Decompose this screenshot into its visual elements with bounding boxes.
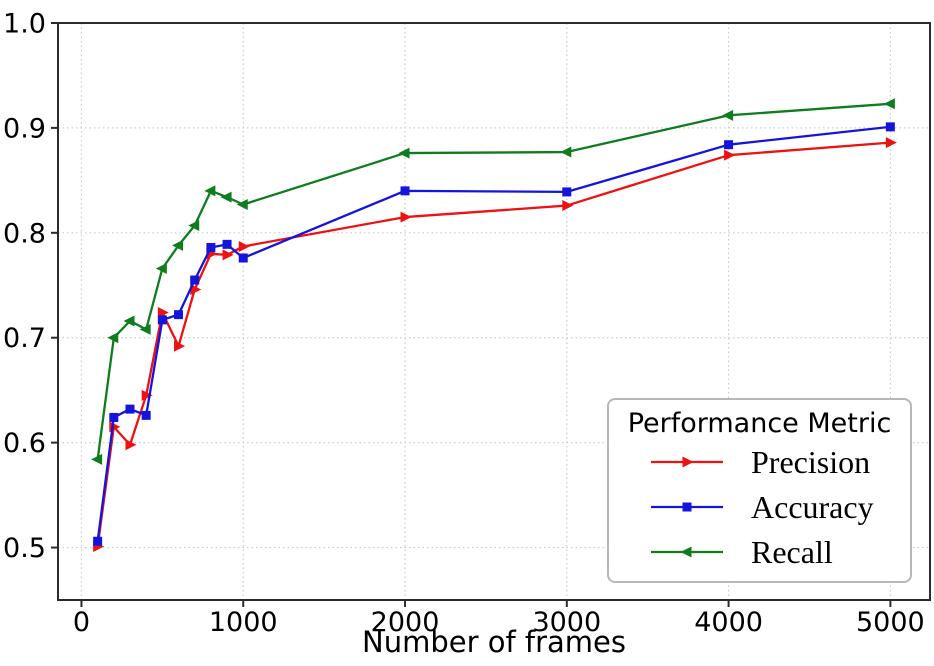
y-tick-label: 0.9 [3, 113, 46, 144]
x-tick-label: 5000 [856, 607, 925, 638]
series-accuracy-marker [562, 187, 572, 197]
series-recall-marker [204, 185, 216, 197]
series-precision-marker [724, 149, 736, 161]
series-recall-marker [398, 147, 410, 159]
series-recall-marker [188, 219, 200, 231]
series-accuracy-marker [141, 410, 151, 420]
series-recall-marker [123, 315, 135, 327]
triangle-left-marker-icon [680, 546, 692, 557]
y-tick-label: 0.8 [3, 218, 46, 249]
legend-sample-recall [651, 546, 723, 557]
series-accuracy-marker [724, 140, 734, 150]
series-accuracy-marker [109, 412, 119, 422]
series-precision-marker [190, 283, 202, 295]
series-recall-marker [560, 146, 572, 158]
series-recall-marker [236, 198, 248, 210]
series-recall-marker [107, 332, 119, 344]
y-tick-label: 0.6 [3, 428, 46, 459]
series-accuracy-marker [157, 315, 167, 325]
legend-sample-accuracy [651, 502, 723, 511]
legend-entry-label: Recall [751, 533, 833, 570]
series-recall-marker [722, 109, 734, 121]
series-recall-marker [220, 191, 232, 203]
x-tick-label: 4000 [694, 607, 763, 638]
series-accuracy-marker [400, 186, 410, 196]
y-tick-label: 0.7 [3, 323, 46, 354]
triangle-right-marker-icon [682, 456, 694, 467]
series-precision-marker [174, 340, 186, 352]
series-accuracy-marker [174, 310, 184, 320]
x-axis-label: Number of frames [362, 625, 626, 659]
series-precision-marker [157, 307, 169, 319]
series-precision-marker [125, 439, 137, 451]
series-recall-marker [883, 98, 895, 110]
series-precision-marker [238, 240, 250, 252]
legend-box: Performance Metric Precision Accuracy Reca… [607, 398, 912, 583]
y-tick-label: 0.5 [3, 533, 46, 564]
legend-entry-recall: Recall [609, 529, 910, 574]
legend-title: Performance Metric [627, 408, 892, 439]
legend-entry-precision: Precision [609, 439, 910, 484]
series-precision-line [96, 141, 891, 547]
series-accuracy-marker [222, 239, 232, 249]
plot-border [57, 22, 931, 601]
series-accuracy-marker [125, 404, 135, 414]
series-accuracy-marker [885, 122, 895, 132]
x-tick-label: 0 [73, 607, 90, 638]
series-accuracy-marker [206, 243, 216, 253]
legend-sample-precision [651, 456, 723, 467]
series-precision-marker [141, 389, 153, 401]
legend-entry-label: Accuracy [751, 488, 874, 525]
x-tick-label: 3000 [532, 607, 601, 638]
series-accuracy-marker [190, 275, 200, 285]
legend-entry-accuracy: Accuracy [609, 484, 910, 529]
series-accuracy-marker [93, 536, 103, 546]
series-precision-marker [400, 211, 412, 223]
y-tick-label: 1.0 [3, 9, 46, 40]
x-tick-label: 1000 [209, 607, 278, 638]
series-recall-marker [155, 262, 167, 274]
series-precision-marker [885, 137, 897, 149]
series-recall-marker [139, 323, 151, 335]
series-precision-marker [562, 200, 574, 212]
series-precision-marker [222, 249, 234, 261]
x-tick-label: 2000 [371, 607, 440, 638]
series-recall-marker [91, 453, 103, 465]
series-accuracy-marker [238, 253, 248, 263]
legend-entry-label: Precision [751, 443, 871, 480]
square-marker-icon [682, 502, 692, 511]
legend-entries: Precision Accuracy Recall [609, 439, 910, 574]
series-recall-marker [172, 239, 184, 251]
